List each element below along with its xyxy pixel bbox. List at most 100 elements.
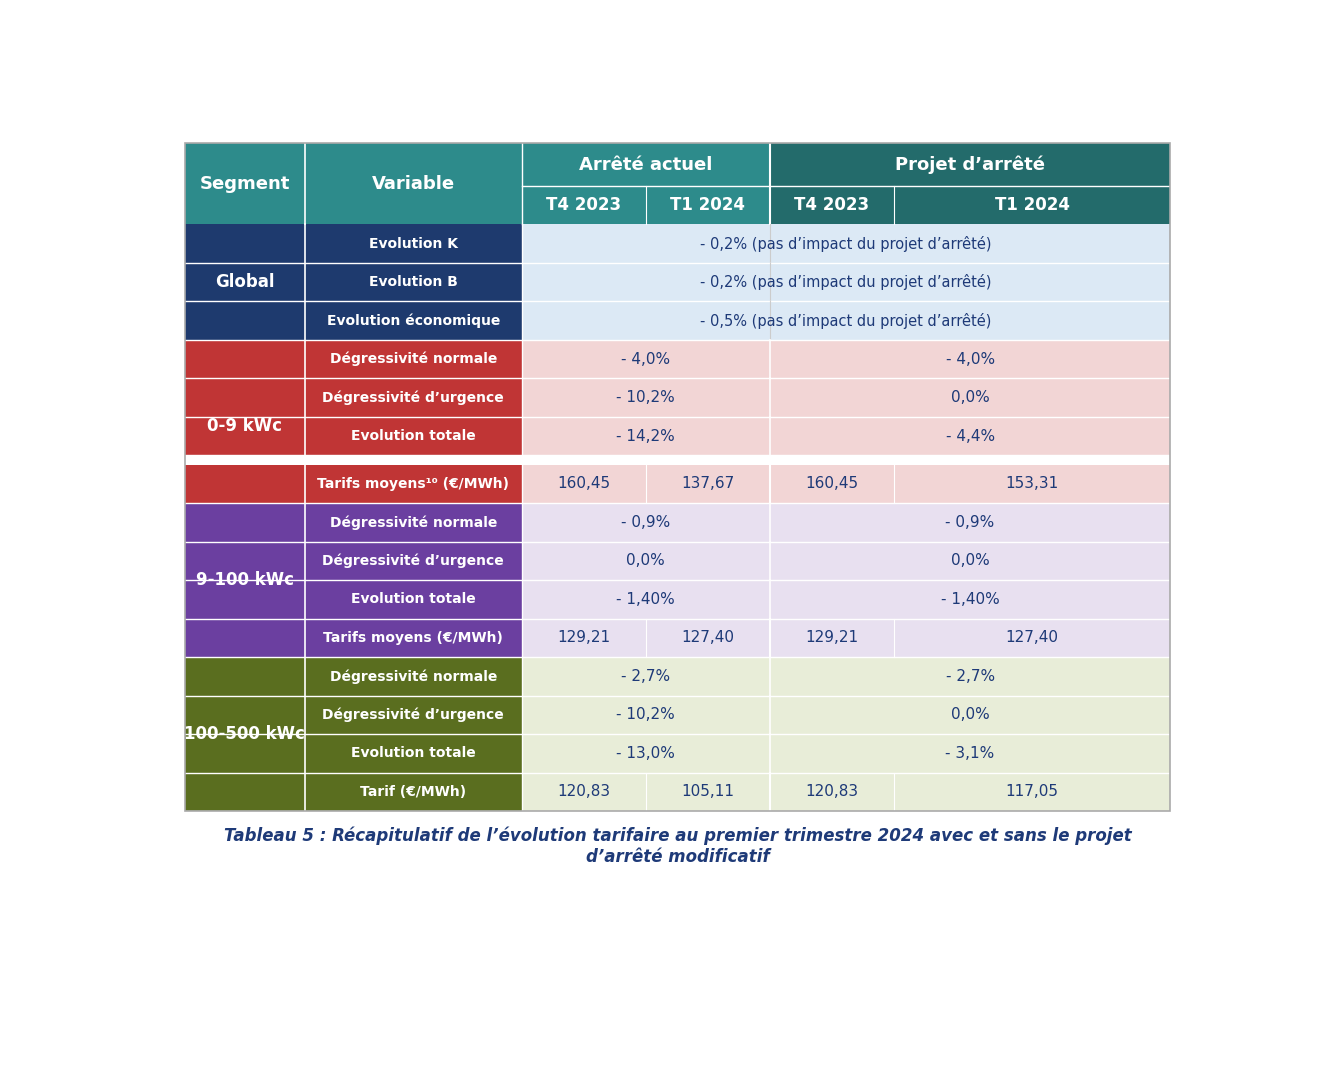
Bar — [769, 696, 1170, 734]
Bar — [769, 657, 1170, 696]
Bar — [522, 186, 645, 225]
Bar — [305, 262, 522, 301]
Bar — [305, 657, 522, 696]
Bar — [185, 144, 1170, 811]
Text: - 13,0%: - 13,0% — [616, 746, 676, 760]
Text: Evolution K: Evolution K — [369, 237, 457, 251]
Text: Dégressivité d’urgence: Dégressivité d’urgence — [323, 554, 504, 568]
Text: 160,45: 160,45 — [557, 476, 611, 491]
Text: - 10,2%: - 10,2% — [616, 390, 676, 405]
Bar — [522, 262, 1170, 301]
Text: T4 2023: T4 2023 — [546, 197, 621, 214]
Text: - 0,2% (pas d’impact du projet d’arrêté): - 0,2% (pas d’impact du projet d’arrêté) — [701, 274, 992, 291]
Text: 9-100 kWc: 9-100 kWc — [196, 571, 293, 589]
Bar — [305, 225, 522, 262]
Bar — [769, 772, 894, 811]
Bar — [522, 144, 769, 186]
Bar — [305, 301, 522, 340]
Text: Dégressivité normale: Dégressivité normale — [329, 515, 497, 529]
Text: 0,0%: 0,0% — [627, 553, 665, 568]
Text: 117,05: 117,05 — [1006, 784, 1059, 799]
Bar — [305, 378, 522, 417]
Text: - 1,40%: - 1,40% — [616, 592, 676, 607]
Text: 120,83: 120,83 — [557, 784, 611, 799]
Bar — [522, 464, 645, 503]
Bar — [645, 772, 769, 811]
Text: Tableau 5 : Récapitulatif de l’évolution tarifaire au premier trimestre 2024 ave: Tableau 5 : Récapitulatif de l’évolution… — [223, 826, 1132, 866]
Text: Dégressivité normale: Dégressivité normale — [329, 352, 497, 366]
Text: Tarifs moyens¹⁰ (€/MWh): Tarifs moyens¹⁰ (€/MWh) — [317, 476, 509, 490]
Bar — [769, 541, 1170, 580]
Bar — [645, 619, 769, 657]
Text: 129,21: 129,21 — [805, 631, 858, 645]
Text: - 14,2%: - 14,2% — [616, 429, 676, 444]
Text: Tarif (€/MWh): Tarif (€/MWh) — [360, 785, 467, 799]
Bar — [305, 580, 522, 619]
Bar — [305, 696, 522, 734]
Bar — [305, 417, 522, 456]
Text: Evolution totale: Evolution totale — [350, 746, 476, 760]
Text: 0,0%: 0,0% — [951, 707, 989, 723]
Text: - 4,0%: - 4,0% — [621, 352, 670, 366]
Bar — [185, 503, 305, 657]
Text: Variable: Variable — [371, 175, 455, 193]
Text: - 1,40%: - 1,40% — [941, 592, 999, 607]
Text: - 2,7%: - 2,7% — [621, 669, 670, 684]
Bar — [522, 225, 1170, 262]
Text: Evolution B: Evolution B — [369, 275, 457, 289]
Bar — [769, 340, 1170, 378]
Text: Global: Global — [215, 273, 275, 292]
Bar — [522, 619, 645, 657]
Bar — [522, 340, 769, 378]
Text: 129,21: 129,21 — [557, 631, 611, 645]
Text: Dégressivité d’urgence: Dégressivité d’urgence — [323, 390, 504, 405]
Bar — [769, 503, 1170, 541]
Bar — [305, 772, 522, 811]
Text: Arrêté actuel: Arrêté actuel — [579, 156, 713, 174]
Bar — [769, 417, 1170, 456]
Bar — [522, 503, 769, 541]
Bar — [305, 340, 522, 378]
Text: - 3,1%: - 3,1% — [945, 746, 994, 760]
Bar — [185, 657, 305, 811]
Bar — [305, 734, 522, 772]
Bar — [769, 144, 1170, 186]
Text: Evolution totale: Evolution totale — [350, 592, 476, 606]
Text: - 10,2%: - 10,2% — [616, 707, 676, 723]
Text: 120,83: 120,83 — [805, 784, 858, 799]
Bar — [645, 464, 769, 503]
Bar — [522, 772, 645, 811]
Text: - 4,4%: - 4,4% — [945, 429, 994, 444]
Bar — [522, 378, 769, 417]
Bar — [185, 456, 1170, 464]
Bar — [185, 144, 522, 225]
Text: Dégressivité normale: Dégressivité normale — [329, 669, 497, 684]
Text: 127,40: 127,40 — [681, 631, 734, 645]
Text: 100-500 kWc: 100-500 kWc — [184, 725, 305, 743]
Text: Segment: Segment — [200, 175, 290, 193]
Bar — [522, 580, 769, 619]
Bar — [769, 619, 894, 657]
Text: Tarifs moyens (€/MWh): Tarifs moyens (€/MWh) — [324, 631, 504, 645]
Text: Dégressivité d’urgence: Dégressivité d’urgence — [323, 707, 504, 723]
Bar — [305, 619, 522, 657]
Text: 0,0%: 0,0% — [951, 553, 989, 568]
Bar — [305, 503, 522, 541]
Text: Evolution économique: Evolution économique — [327, 313, 500, 328]
Bar — [522, 696, 769, 734]
Bar — [769, 580, 1170, 619]
Bar — [894, 772, 1170, 811]
Bar — [305, 464, 522, 503]
Text: T4 2023: T4 2023 — [795, 197, 870, 214]
Text: 0,0%: 0,0% — [951, 390, 989, 405]
Bar — [522, 417, 769, 456]
Bar — [305, 541, 522, 580]
Bar — [769, 464, 894, 503]
Text: 105,11: 105,11 — [681, 784, 734, 799]
Bar — [894, 619, 1170, 657]
Bar — [522, 541, 769, 580]
Text: T1 2024: T1 2024 — [994, 197, 1069, 214]
Bar — [522, 657, 769, 696]
Text: T1 2024: T1 2024 — [670, 197, 746, 214]
Bar — [522, 734, 769, 772]
